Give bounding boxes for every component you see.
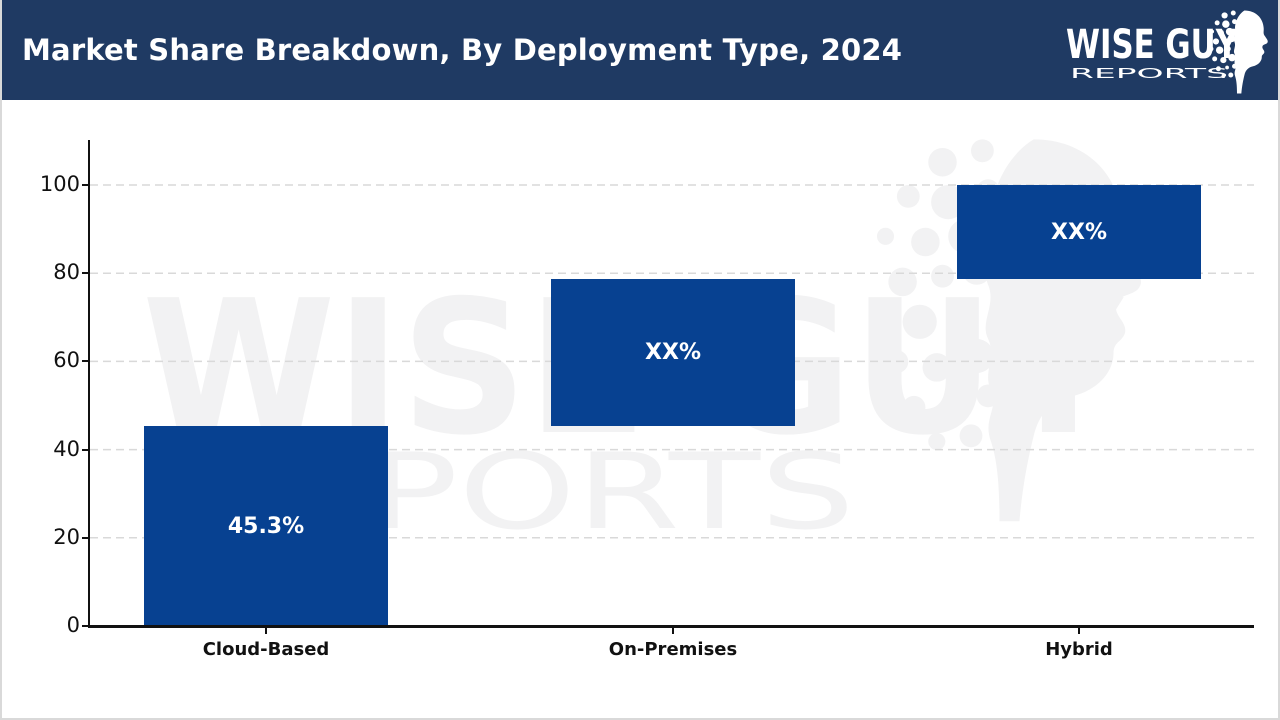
- y-tick-label-40: 40: [53, 436, 80, 461]
- y-tick-mark-80: [82, 272, 90, 275]
- bar-on-premises: XX%: [551, 279, 795, 427]
- x-axis-line: [88, 625, 1254, 628]
- x-category-label-hybrid: Hybrid: [1045, 639, 1113, 660]
- y-tick-mark-100: [82, 184, 90, 186]
- x-category-label-cloud-based: Cloud-Based: [202, 639, 330, 660]
- bar-value-label: XX%: [645, 340, 701, 366]
- y-tick-mark-40: [82, 448, 90, 451]
- x-tick-mark-3: [1078, 627, 1080, 634]
- x-tick-mark-2: [672, 627, 674, 634]
- x-tick-mark-1: [265, 627, 267, 634]
- y-tick-mark-60: [82, 360, 90, 363]
- page-title: Market Share Breakdown, By Deployment Ty…: [22, 33, 903, 67]
- y-tick-label-20: 20: [53, 524, 80, 549]
- logo-line2: REPORTS: [1070, 67, 1228, 82]
- y-tick-mark-20: [82, 536, 90, 539]
- y-tick-label-80: 80: [53, 260, 80, 285]
- y-tick-label-0: 0: [66, 613, 80, 637]
- header-bar: Market Share Breakdown, By Deployment Ty…: [2, 0, 1278, 100]
- bar-value-label: XX%: [1051, 219, 1107, 245]
- bar-cloud-based: 45.3%: [144, 426, 388, 626]
- logo-line1: WISE GUY: [1066, 22, 1239, 68]
- wise-guy-reports-logo: WISE GUY REPORTS: [1066, 10, 1268, 94]
- y-tick-mark-0: [82, 625, 90, 627]
- y-tick-label-60: 60: [53, 348, 80, 373]
- y-axis-line: [88, 140, 90, 628]
- y-tick-label-100: 100: [39, 172, 80, 196]
- bar-value-label: 45.3%: [227, 513, 305, 539]
- bar-hybrid: XX%: [957, 185, 1201, 280]
- x-category-label-on-premises: On-Premises: [608, 639, 738, 660]
